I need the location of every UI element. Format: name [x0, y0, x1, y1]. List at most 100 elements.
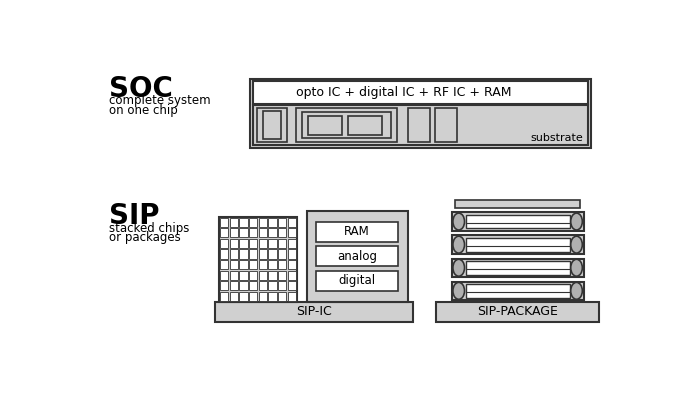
Bar [220, 270, 228, 280]
Bar [259, 260, 267, 269]
Bar [239, 218, 248, 227]
Bar [436, 302, 599, 322]
Bar [452, 282, 584, 300]
Bar [269, 260, 276, 269]
Bar [249, 249, 257, 259]
Bar [348, 116, 382, 135]
Bar [278, 228, 286, 237]
Bar [230, 249, 238, 259]
Bar [259, 270, 267, 280]
Bar [230, 281, 238, 290]
Bar [466, 238, 570, 251]
Bar [220, 218, 228, 227]
Bar [316, 221, 398, 242]
Bar [249, 239, 257, 248]
Text: SIP-PACKAGE: SIP-PACKAGE [477, 305, 558, 318]
Ellipse shape [453, 213, 465, 230]
Bar [452, 259, 584, 277]
Bar [230, 270, 238, 280]
Bar [269, 249, 276, 259]
Bar [269, 270, 276, 280]
Bar [288, 228, 296, 237]
Bar [220, 281, 228, 290]
Bar [269, 281, 276, 290]
Bar [288, 239, 296, 248]
Ellipse shape [570, 282, 582, 299]
Bar [249, 228, 257, 237]
Bar [466, 215, 570, 228]
Bar [316, 271, 398, 291]
Bar [466, 284, 570, 298]
Bar [278, 292, 286, 301]
Bar [307, 116, 342, 135]
Bar [262, 111, 281, 139]
Text: SIP-IC: SIP-IC [296, 305, 332, 318]
Ellipse shape [570, 236, 582, 253]
Bar [230, 239, 238, 248]
Bar [249, 260, 257, 269]
Ellipse shape [453, 259, 465, 276]
Bar [239, 228, 248, 237]
Bar [230, 260, 238, 269]
Bar [220, 249, 228, 259]
Bar [278, 260, 286, 269]
Bar [435, 109, 457, 142]
Bar [316, 246, 398, 266]
Bar [230, 292, 238, 301]
Bar [230, 218, 238, 227]
Bar [259, 239, 267, 248]
Bar [302, 112, 391, 138]
Bar [259, 228, 267, 237]
Bar [452, 212, 584, 231]
Bar [288, 249, 296, 259]
Bar [466, 261, 570, 275]
Bar [259, 292, 267, 301]
Bar [288, 292, 296, 301]
Bar [288, 281, 296, 290]
Bar [408, 109, 430, 142]
Bar [249, 270, 257, 280]
Ellipse shape [570, 213, 582, 230]
Bar [259, 281, 267, 290]
Bar [269, 239, 276, 248]
Bar [239, 239, 248, 248]
Text: complete system: complete system [109, 95, 211, 107]
Bar [239, 260, 248, 269]
Bar [269, 292, 276, 301]
Text: digital: digital [339, 274, 376, 287]
Bar [452, 235, 584, 254]
Bar [288, 218, 296, 227]
Bar [220, 228, 228, 237]
Bar [253, 81, 588, 104]
Bar [253, 105, 588, 145]
Text: SOC: SOC [109, 75, 173, 103]
Bar [307, 211, 407, 302]
Text: on one chip: on one chip [109, 104, 178, 117]
Text: stacked chips: stacked chips [109, 221, 190, 234]
Bar [278, 281, 286, 290]
Bar [239, 270, 248, 280]
Bar [455, 200, 580, 208]
Bar [288, 260, 296, 269]
Bar [251, 79, 592, 148]
Bar [269, 218, 276, 227]
Bar [257, 109, 287, 142]
Bar [269, 228, 276, 237]
Bar [296, 109, 397, 142]
Ellipse shape [453, 236, 465, 253]
Bar [219, 217, 297, 302]
Bar [278, 218, 286, 227]
Text: analog: analog [337, 250, 377, 263]
Bar [239, 249, 248, 259]
Text: SIP: SIP [109, 202, 160, 230]
Bar [288, 270, 296, 280]
Bar [259, 218, 267, 227]
Ellipse shape [453, 282, 465, 299]
Bar [239, 292, 248, 301]
Ellipse shape [570, 259, 582, 276]
Bar [259, 249, 267, 259]
Text: substrate: substrate [531, 133, 584, 143]
Text: opto IC + digital IC + RF IC + RAM: opto IC + digital IC + RF IC + RAM [296, 86, 512, 99]
Bar [216, 302, 413, 322]
Bar [220, 260, 228, 269]
